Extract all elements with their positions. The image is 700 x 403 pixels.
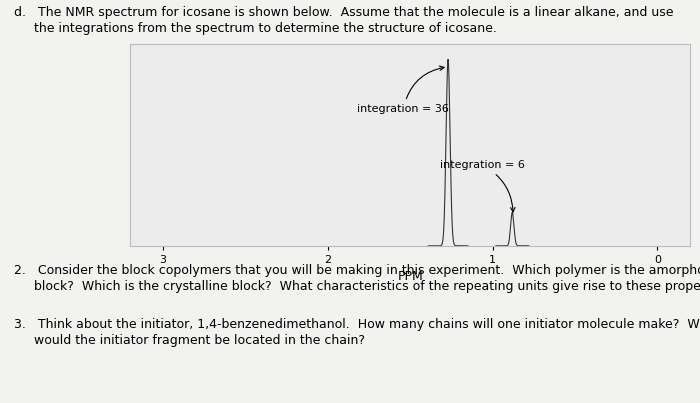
X-axis label: PPM: PPM <box>398 270 423 283</box>
Text: the integrations from the spectrum to determine the structure of icosane.: the integrations from the spectrum to de… <box>14 22 497 35</box>
Text: 2.   Consider the block copolymers that you will be making in this experiment.  : 2. Consider the block copolymers that yo… <box>14 264 700 277</box>
Text: integration = 36: integration = 36 <box>358 66 449 114</box>
Text: d.   The NMR spectrum for icosane is shown below.  Assume that the molecule is a: d. The NMR spectrum for icosane is shown… <box>14 6 673 19</box>
Text: integration = 6: integration = 6 <box>440 160 525 212</box>
Text: 3.   Think about the initiator, 1,4-benzenedimethanol.  How many chains will one: 3. Think about the initiator, 1,4-benzen… <box>14 318 700 331</box>
Text: block?  Which is the crystalline block?  What characteristics of the repeating u: block? Which is the crystalline block? W… <box>14 280 700 293</box>
Text: would the initiator fragment be located in the chain?: would the initiator fragment be located … <box>14 334 365 347</box>
